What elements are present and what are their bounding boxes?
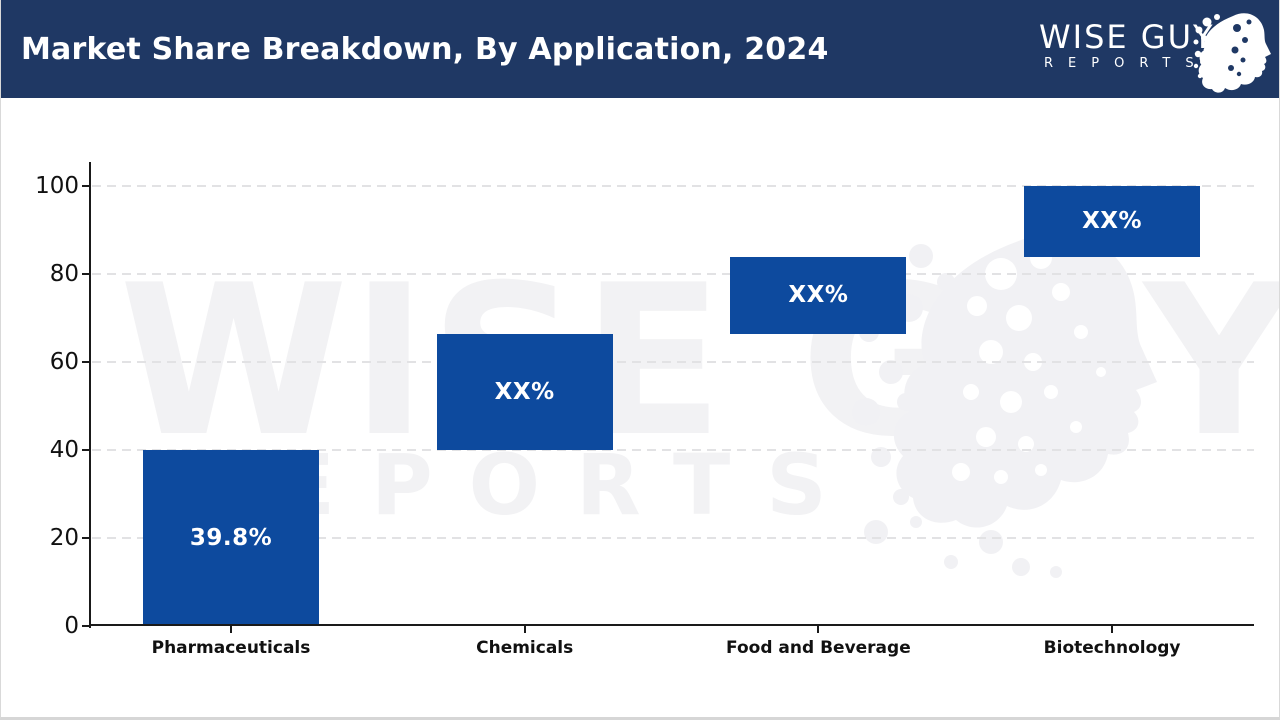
x-tick-mark [523,626,526,633]
bar-value-label: XX% [494,379,555,406]
logo-head-icon [1193,13,1271,93]
bar-segment: XX% [436,333,613,451]
y-tick-mark [82,184,90,187]
logo-text: WISE GUY REPORTS [1039,18,1215,72]
x-tick-mark [817,626,820,633]
y-gridline [92,536,1254,539]
y-tick-label: 60 [49,348,79,375]
y-gridline [92,184,1254,187]
bar-value-label: XX% [788,282,849,309]
y-gridline [92,360,1254,363]
x-category-label: Chemicals [476,638,574,658]
wise-guy-logo: WISE GUY REPORTS [1039,6,1279,94]
x-tick-mark [230,626,232,633]
y-gridline [92,272,1254,275]
y-tick-mark [82,536,90,539]
bar-segment: XX% [730,256,907,334]
y-tick-label: 80 [49,260,79,287]
y-tick-mark [82,272,90,275]
y-tick-label: 0 [64,612,79,639]
x-category-label: Biotechnology [1043,638,1181,658]
page-title: Market Share Breakdown, By Application, … [21,31,829,67]
logo-wiseguy-label: WISE GUY [1039,18,1215,56]
y-tick-mark [82,360,90,363]
y-tick-mark [82,448,90,451]
x-tick-mark [1111,626,1114,633]
bar-segment: XX% [1024,185,1201,257]
bar-value-label: XX% [1082,208,1143,235]
y-gridline [92,448,1254,451]
bar-value-label: 39.8% [189,524,273,551]
header-bar: Market Share Breakdown, By Application, … [1,0,1279,98]
y-tick-mark [82,624,90,627]
y-tick-label: 40 [49,436,79,463]
y-tick-label: 20 [49,524,79,551]
bar-segment: 39.8% [143,450,319,626]
x-axis-line [89,624,1254,626]
logo-reports-label: REPORTS [1044,56,1209,72]
x-category-label: Pharmaceuticals [151,638,311,658]
y-axis-line [89,162,91,628]
y-tick-label: 100 [35,172,79,199]
x-category-label: Food and Beverage [726,638,911,658]
